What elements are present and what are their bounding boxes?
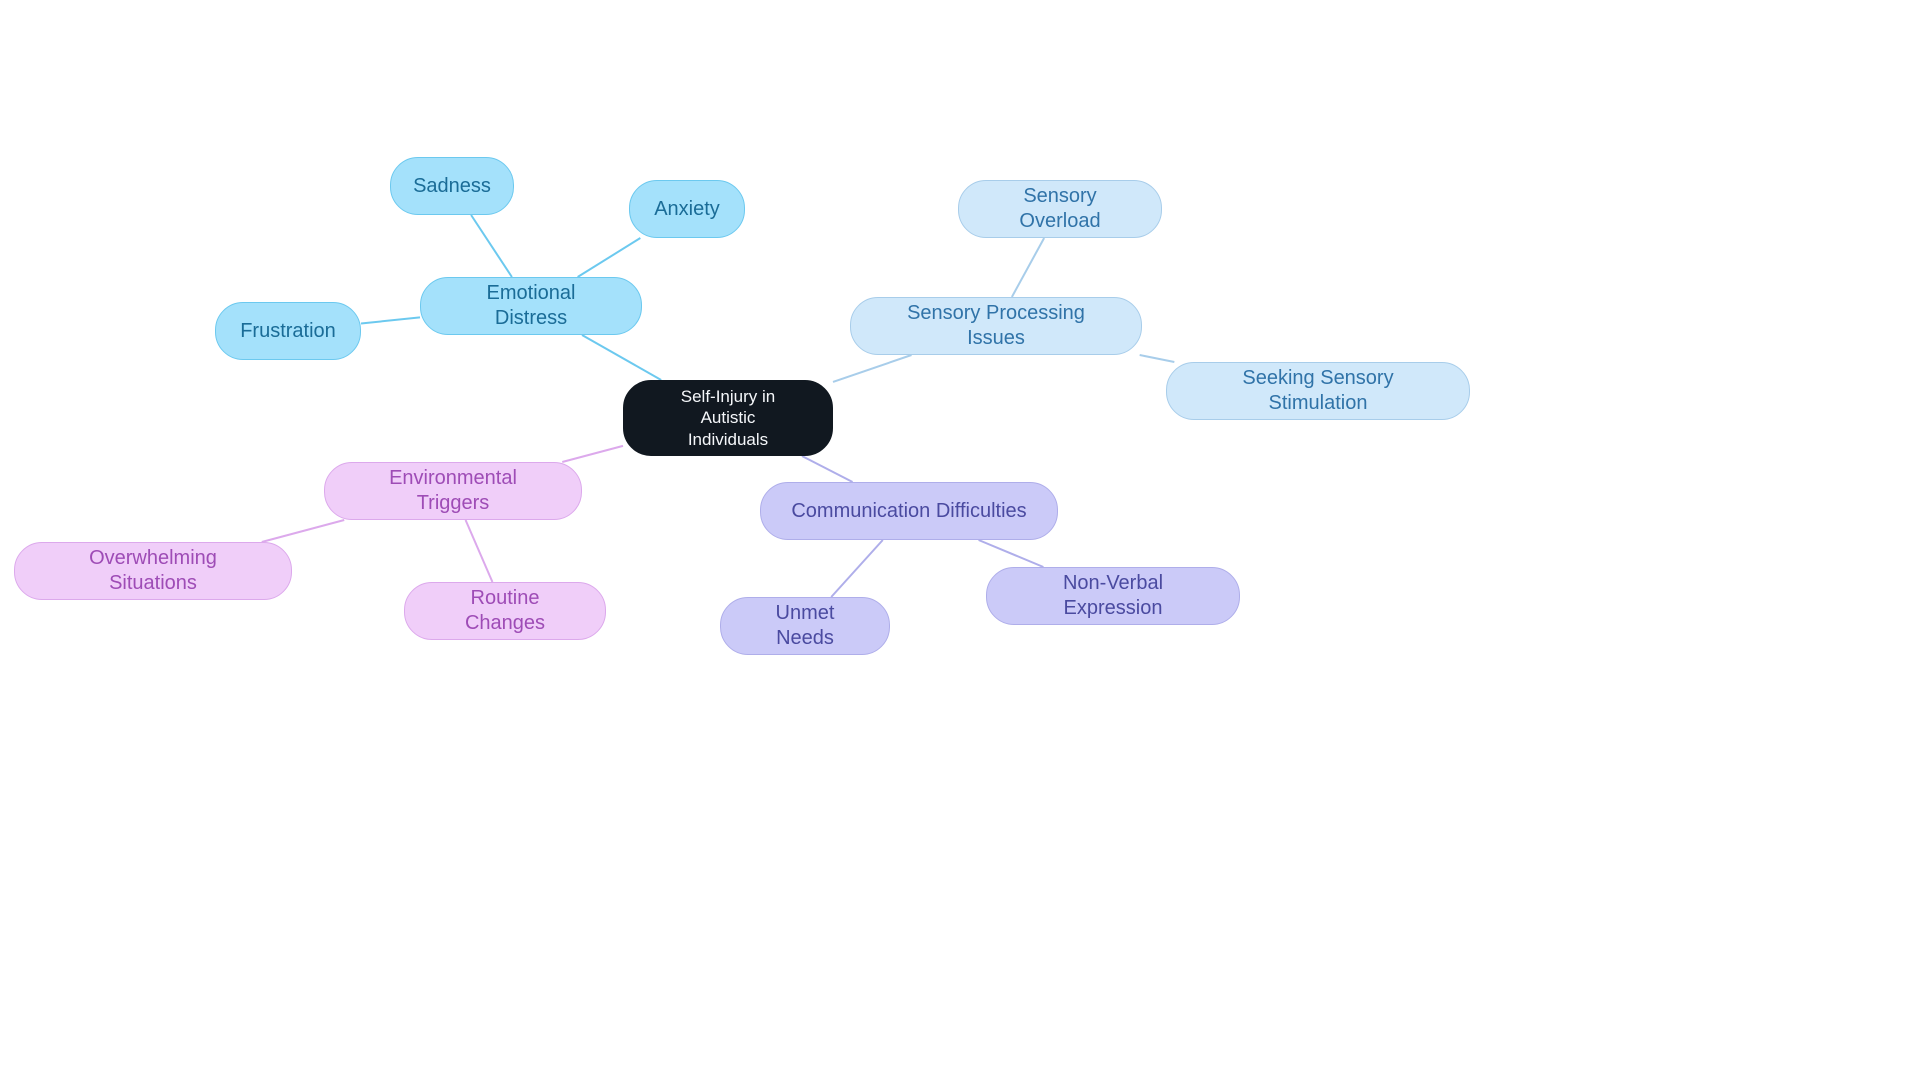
node-env: Environmental Triggers (324, 462, 582, 520)
node-seeking: Seeking Sensory Stimulation (1166, 362, 1470, 420)
node-sadness: Sadness (390, 157, 514, 215)
node-label: Unmet Needs (749, 601, 861, 651)
node-label: Sensory Overload (987, 184, 1133, 234)
edge-root-env (562, 446, 623, 462)
node-label: Non-Verbal Expression (1015, 571, 1211, 621)
edge-sensory-seeking (1140, 355, 1175, 362)
node-routine: Routine Changes (404, 582, 606, 640)
edge-emo-sadness (471, 215, 512, 277)
edge-emo-anxiety (578, 238, 641, 277)
node-label: Frustration (240, 319, 336, 344)
node-frustration: Frustration (215, 302, 361, 360)
edge-root-comm (802, 456, 853, 482)
node-sensory: Sensory Processing Issues (850, 297, 1142, 355)
edge-comm-nonverbal (979, 540, 1044, 567)
node-label: Overwhelming Situations (43, 546, 263, 596)
edge-emo-frustration (361, 317, 420, 323)
node-overload: Sensory Overload (958, 180, 1162, 238)
node-comm: Communication Difficulties (760, 482, 1058, 540)
node-root: Self-Injury in Autistic Individuals (623, 380, 833, 456)
node-emo: Emotional Distress (420, 277, 642, 335)
node-label: Seeking Sensory Stimulation (1195, 366, 1441, 416)
node-overwhelm: Overwhelming Situations (14, 542, 292, 600)
node-label: Self-Injury in Autistic Individuals (652, 386, 804, 450)
edge-env-routine (466, 520, 493, 582)
mindmap-canvas: Self-Injury in Autistic Individuals Emoti… (0, 0, 1920, 1083)
node-label: Environmental Triggers (353, 466, 553, 516)
node-label: Emotional Distress (449, 281, 613, 331)
edge-comm-unmet (831, 540, 883, 597)
node-label: Sadness (413, 174, 491, 199)
node-label: Sensory Processing Issues (879, 301, 1113, 351)
node-label: Communication Difficulties (791, 499, 1026, 524)
node-label: Routine Changes (433, 586, 577, 636)
edges-layer (0, 0, 1920, 1083)
edge-root-sensory (833, 355, 912, 382)
node-label: Anxiety (654, 197, 720, 222)
edge-sensory-overload (1012, 238, 1044, 297)
edge-root-emo (582, 335, 661, 380)
node-unmet: Unmet Needs (720, 597, 890, 655)
edge-env-overwhelm (262, 520, 345, 542)
node-nonverbal: Non-Verbal Expression (986, 567, 1240, 625)
node-anxiety: Anxiety (629, 180, 745, 238)
